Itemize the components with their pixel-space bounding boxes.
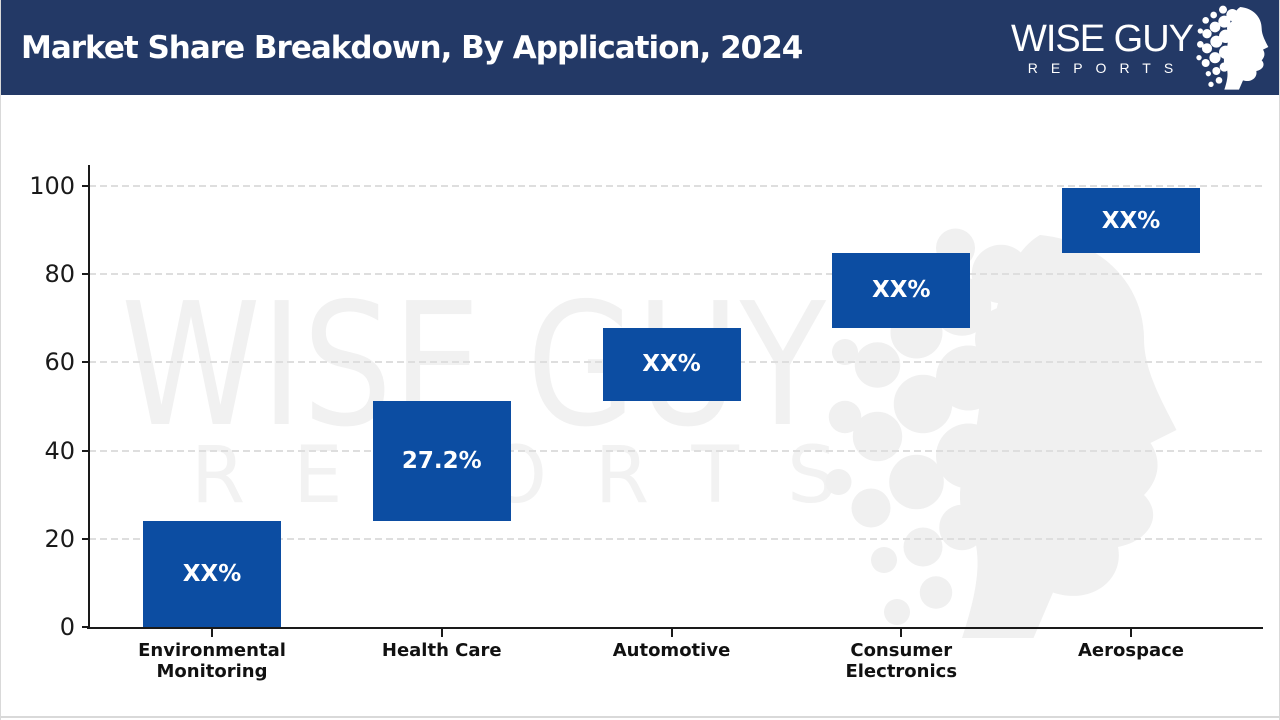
y-tick-60 — [82, 361, 90, 364]
bar-value-label: XX% — [1101, 207, 1161, 234]
x-tick — [670, 629, 673, 637]
x-tick — [440, 629, 443, 637]
bottom-divider — [1, 716, 1279, 718]
y-tick-label: 0 — [59, 613, 75, 641]
logo-tagline: REPORTS — [1027, 59, 1187, 76]
bar-automotive: XX% — [602, 327, 741, 402]
x-category-label: Automotive — [612, 640, 731, 661]
watermark-line2: REPORTS — [191, 431, 885, 521]
gridline-20 — [89, 537, 1263, 540]
bar-value-label: XX% — [642, 351, 701, 378]
y-tick-80 — [82, 273, 90, 276]
x-tick — [211, 629, 213, 637]
y-tick-label: 80 — [44, 260, 75, 289]
bar-value-label: XX% — [871, 277, 931, 304]
y-tick-label: 60 — [44, 348, 75, 377]
y-tick-100 — [82, 185, 90, 187]
x-tick — [900, 629, 903, 637]
page-title: Market Share Breakdown, By Application, … — [21, 29, 803, 66]
gridline-100 — [89, 185, 1263, 187]
gridline-80 — [89, 273, 1263, 276]
logo-text: WISE GUY REPORTS — [1010, 17, 1194, 76]
bar-health-care: 27.2% — [372, 401, 511, 522]
bar-aerospace: XX% — [1062, 188, 1200, 254]
x-category-label: Environmental Monitoring — [138, 640, 286, 682]
x-category-label: Health Care — [381, 640, 502, 661]
x-tick — [1130, 629, 1132, 637]
bar-environmental-monitoring: XX% — [143, 521, 281, 627]
logo-head-icon — [1196, 5, 1269, 90]
logo-name: WISE GUY — [1010, 17, 1194, 60]
y-axis-line — [88, 165, 90, 629]
bar-value-label: 27.2% — [401, 448, 482, 475]
header: Market Share Breakdown, By Application, … — [1, 0, 1279, 95]
y-tick-label: 20 — [44, 524, 75, 553]
y-tick-40 — [82, 449, 90, 452]
x-category-label: Consumer Electronics — [845, 640, 958, 682]
gridline-40 — [89, 449, 1263, 452]
y-tick-label: 40 — [44, 436, 75, 465]
bar-consumer-electronics: XX% — [832, 253, 971, 328]
y-tick-0 — [82, 626, 90, 628]
x-axis-line — [87, 627, 1263, 629]
bar-value-label: XX% — [182, 561, 242, 588]
x-category-label: Aerospace — [1077, 640, 1184, 661]
y-tick-20 — [82, 537, 90, 540]
y-tick-label: 100 — [29, 172, 75, 200]
wise-guy-reports-logo: WISE GUY REPORTS — [1011, 4, 1275, 90]
